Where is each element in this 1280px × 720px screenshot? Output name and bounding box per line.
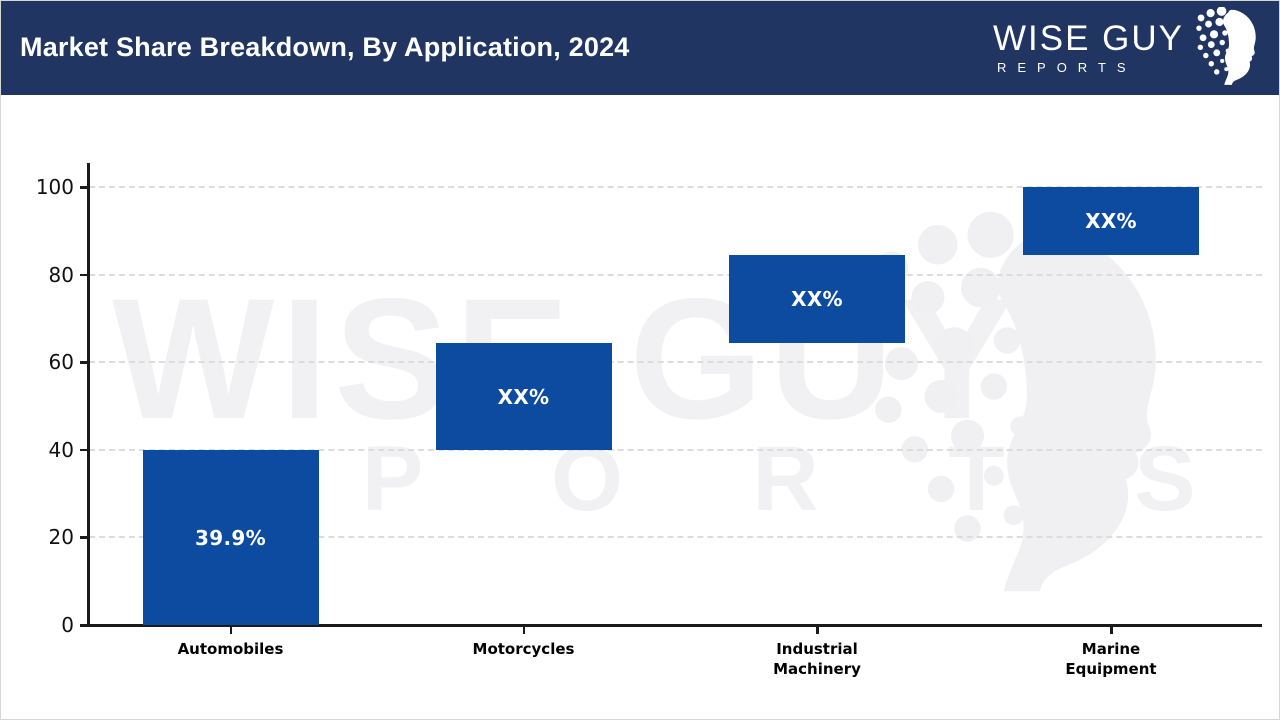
y-axis-tick-label: 0 [61, 613, 74, 637]
y-axis-tick [80, 361, 89, 364]
chart-plot-area: WISE GUY P O R T S 0 20 40 60 80 100 39.9% Auto… [0, 95, 1280, 720]
bar-value-label: XX% [791, 287, 843, 312]
y-axis-tick [80, 448, 89, 452]
bar: XX% [1023, 187, 1199, 256]
logo-wordmark: WISE GUY [992, 18, 1184, 58]
y-axis-tick [80, 536, 89, 539]
dotted-face-icon [1196, 6, 1256, 85]
gridline [89, 273, 1262, 276]
watermark-face-icon [868, 211, 1156, 592]
bar: XX% [729, 255, 905, 343]
y-axis-line [87, 163, 90, 627]
x-axis-tick [229, 627, 232, 634]
y-axis-tick-label: 40 [48, 437, 74, 462]
y-axis-tick-label: 100 [35, 175, 74, 199]
y-axis-tick [80, 186, 89, 189]
x-axis-category-label: Motorcycles [472, 640, 575, 658]
gridline [89, 186, 1262, 188]
logo-subtitle: REPORTS [996, 59, 1137, 75]
gridline [89, 536, 1262, 539]
x-axis-tick [1110, 627, 1113, 634]
x-axis-category-label: Industrial Machinery [773, 640, 861, 678]
gridline [89, 361, 1262, 364]
header-bar: Market Share Breakdown, By Application, … [0, 0, 1280, 95]
bar: 39.9% [142, 450, 319, 625]
wise-guy-reports-logo: WISE GUY REPORTS [992, 6, 1280, 89]
y-axis-tick-label: 80 [48, 262, 74, 287]
chart-title: Market Share Breakdown, By Application, … [20, 32, 630, 62]
x-axis-tick [816, 627, 819, 634]
bar-value-label: XX% [497, 384, 550, 409]
y-axis-tick-label: 60 [48, 350, 74, 375]
y-axis-tick-label: 20 [48, 525, 74, 550]
x-axis-line [85, 624, 1262, 627]
gridline [89, 448, 1262, 451]
logo-text: WISE GUY REPORTS [992, 18, 1184, 75]
y-axis-tick [80, 624, 89, 627]
y-axis-tick [80, 273, 89, 277]
bar: XX% [435, 342, 612, 451]
bar-value-label: 39.9% [195, 525, 266, 550]
bar-value-label: XX% [1085, 209, 1137, 234]
x-axis-category-label: Marine Equipment [1065, 640, 1157, 678]
x-axis-category-label: Automobiles [177, 640, 284, 658]
x-axis-tick [522, 627, 525, 634]
